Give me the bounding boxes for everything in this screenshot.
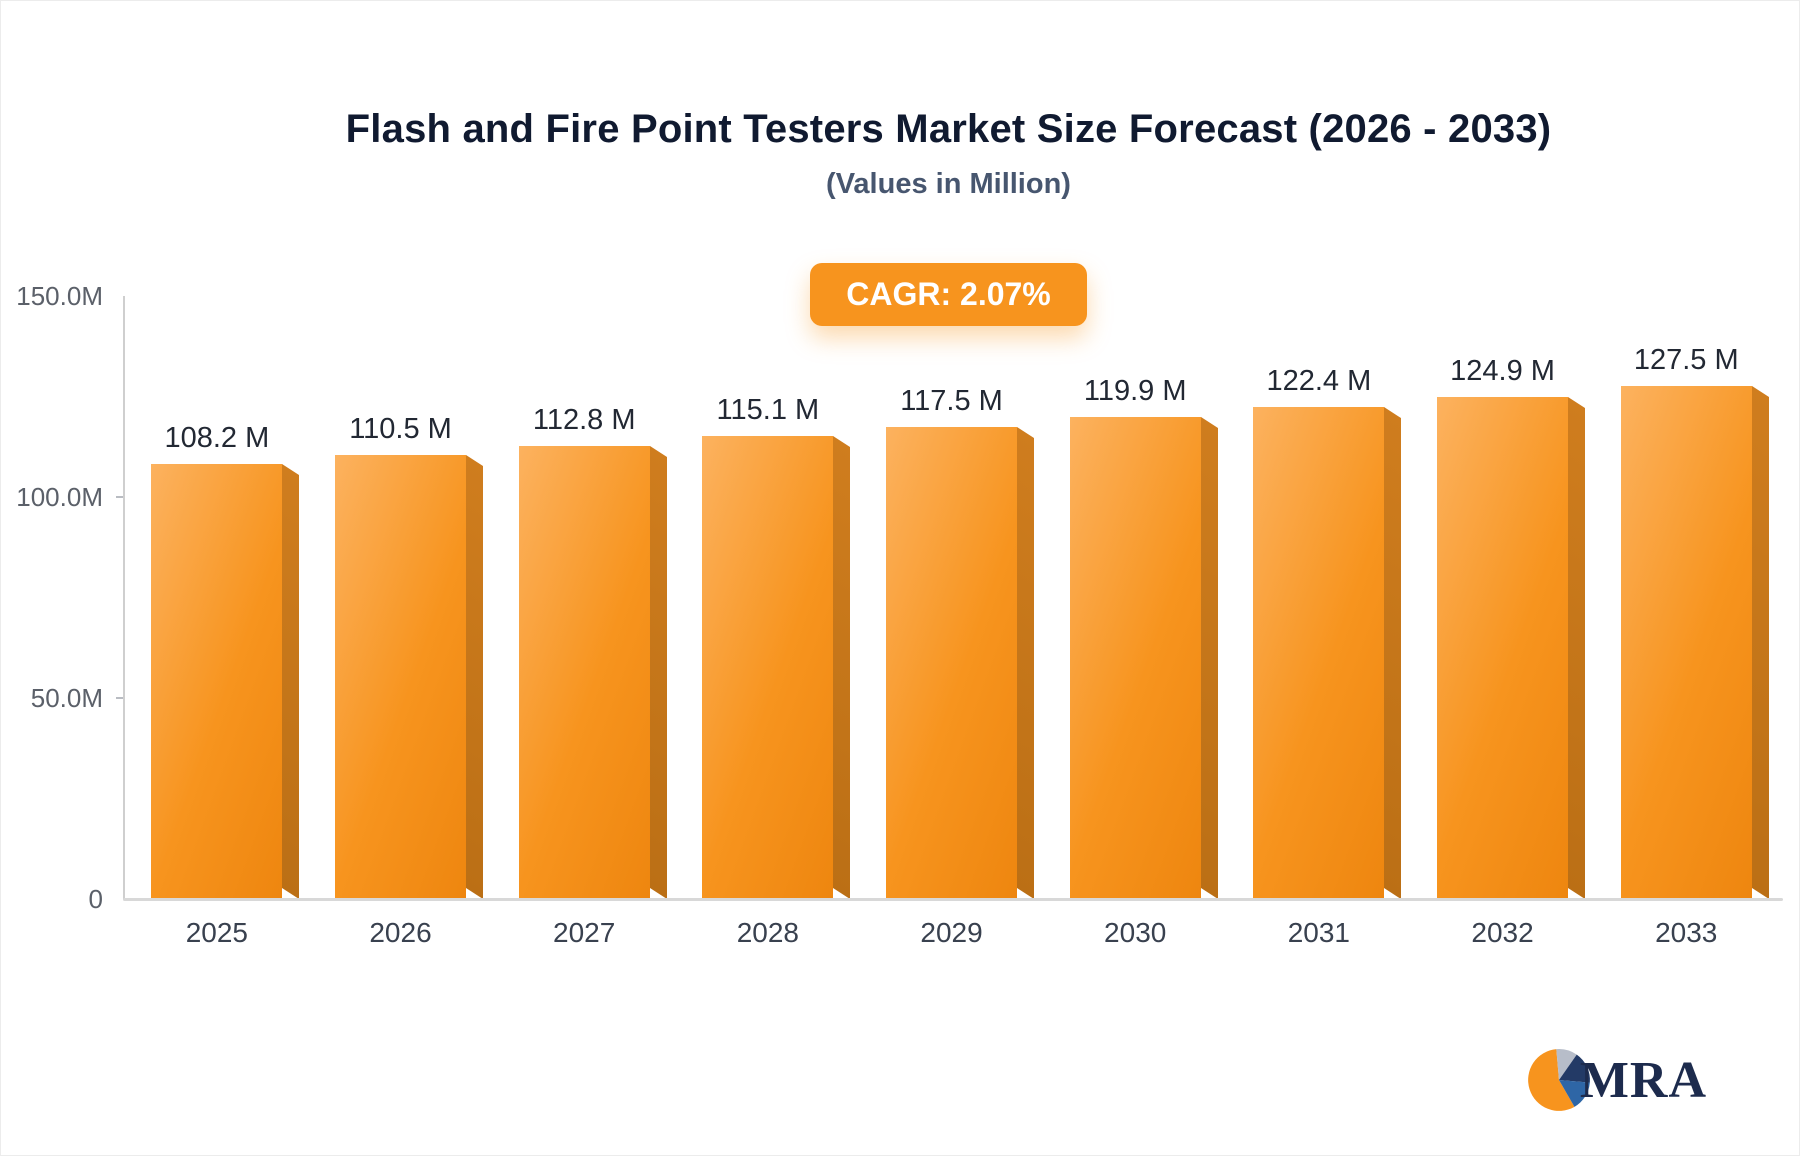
chart-header: Flash and Fire Point Testers Market Size… (123, 107, 1774, 201)
bar-2026 (335, 454, 466, 899)
bar-value-label: 119.9 M (1083, 375, 1187, 408)
bar-value-label: 127.5 M (1633, 344, 1739, 377)
bar-column: 112.8 M (492, 296, 676, 899)
x-axis-line (123, 898, 1783, 901)
x-axis-label: 2032 (1471, 917, 1534, 948)
bar-2029 (886, 426, 1018, 899)
mra-logo-icon (1527, 1049, 1590, 1111)
bar-2025 (151, 464, 283, 899)
bar-column: 127.5 M (1594, 296, 1778, 899)
bar-column: 124.9 M (1411, 296, 1595, 899)
bar-value-label: 108.2 M (164, 422, 270, 455)
y-tick-mark (116, 496, 125, 498)
bar-column: 119.9 M (1043, 296, 1227, 899)
bar-value-label: 110.5 M (349, 412, 452, 445)
mra-logo: MRA (1526, 1047, 1707, 1113)
mra-logo-text: MRA (1579, 1051, 1707, 1109)
y-tick-label: 100.0M (16, 482, 103, 512)
x-axis-label: 2030 (1104, 917, 1167, 948)
y-axis: 150.0M 100.0M 50.0M 0 (1, 281, 125, 914)
bar-2031 (1253, 406, 1385, 899)
bar-column: 117.5 M (860, 296, 1044, 899)
x-axis-label: 2026 (369, 917, 432, 948)
bar-2027 (518, 445, 650, 899)
bar-column: 108.2 M (125, 296, 309, 899)
plot-area: 108.2 M 110.5 M 112.8 M 115.1 M 117.5 M 119.9… (125, 296, 1778, 899)
bar-2032 (1437, 396, 1569, 899)
x-axis-label: 2033 (1655, 917, 1718, 948)
x-axis-label: 2025 (185, 917, 248, 948)
bar-2028 (702, 436, 834, 899)
bar-value-label: 115.1 M (716, 394, 820, 427)
y-tick-mark (116, 697, 125, 699)
chart-title: Flash and Fire Point Testers Market Size… (345, 107, 1552, 151)
bar-value-label: 122.4 M (1266, 364, 1372, 397)
bar-value-label: 112.8 M (532, 403, 636, 436)
bar-value-label: 124.9 M (1450, 354, 1555, 387)
x-axis-label: 2029 (920, 917, 983, 948)
bar-column: 122.4 M (1227, 296, 1411, 899)
x-axis: 2025 2026 2027 2028 2029 2030 2031 2032 2033 (125, 917, 1778, 949)
x-axis-label: 2031 (1287, 917, 1351, 948)
bar-column: 115.1 M (676, 296, 860, 899)
y-axis-line (123, 296, 125, 899)
y-tick-label: 0 (88, 884, 103, 914)
x-axis-label: 2028 (736, 917, 799, 948)
y-tick-label: 150.0M (16, 281, 103, 311)
bar-2030 (1069, 417, 1201, 899)
y-tick-label: 50.0M (30, 683, 103, 713)
bar-2033 (1620, 386, 1752, 899)
chart-subtitle: (Values in Million) (826, 168, 1071, 200)
badge-row: CAGR: 2.07% (123, 263, 1774, 326)
x-axis-label: 2027 (553, 917, 616, 948)
cagr-badge: CAGR: 2.07% (810, 263, 1087, 326)
bar-column: 110.5 M (309, 296, 493, 899)
bar-value-label: 117.5 M (900, 384, 1003, 417)
